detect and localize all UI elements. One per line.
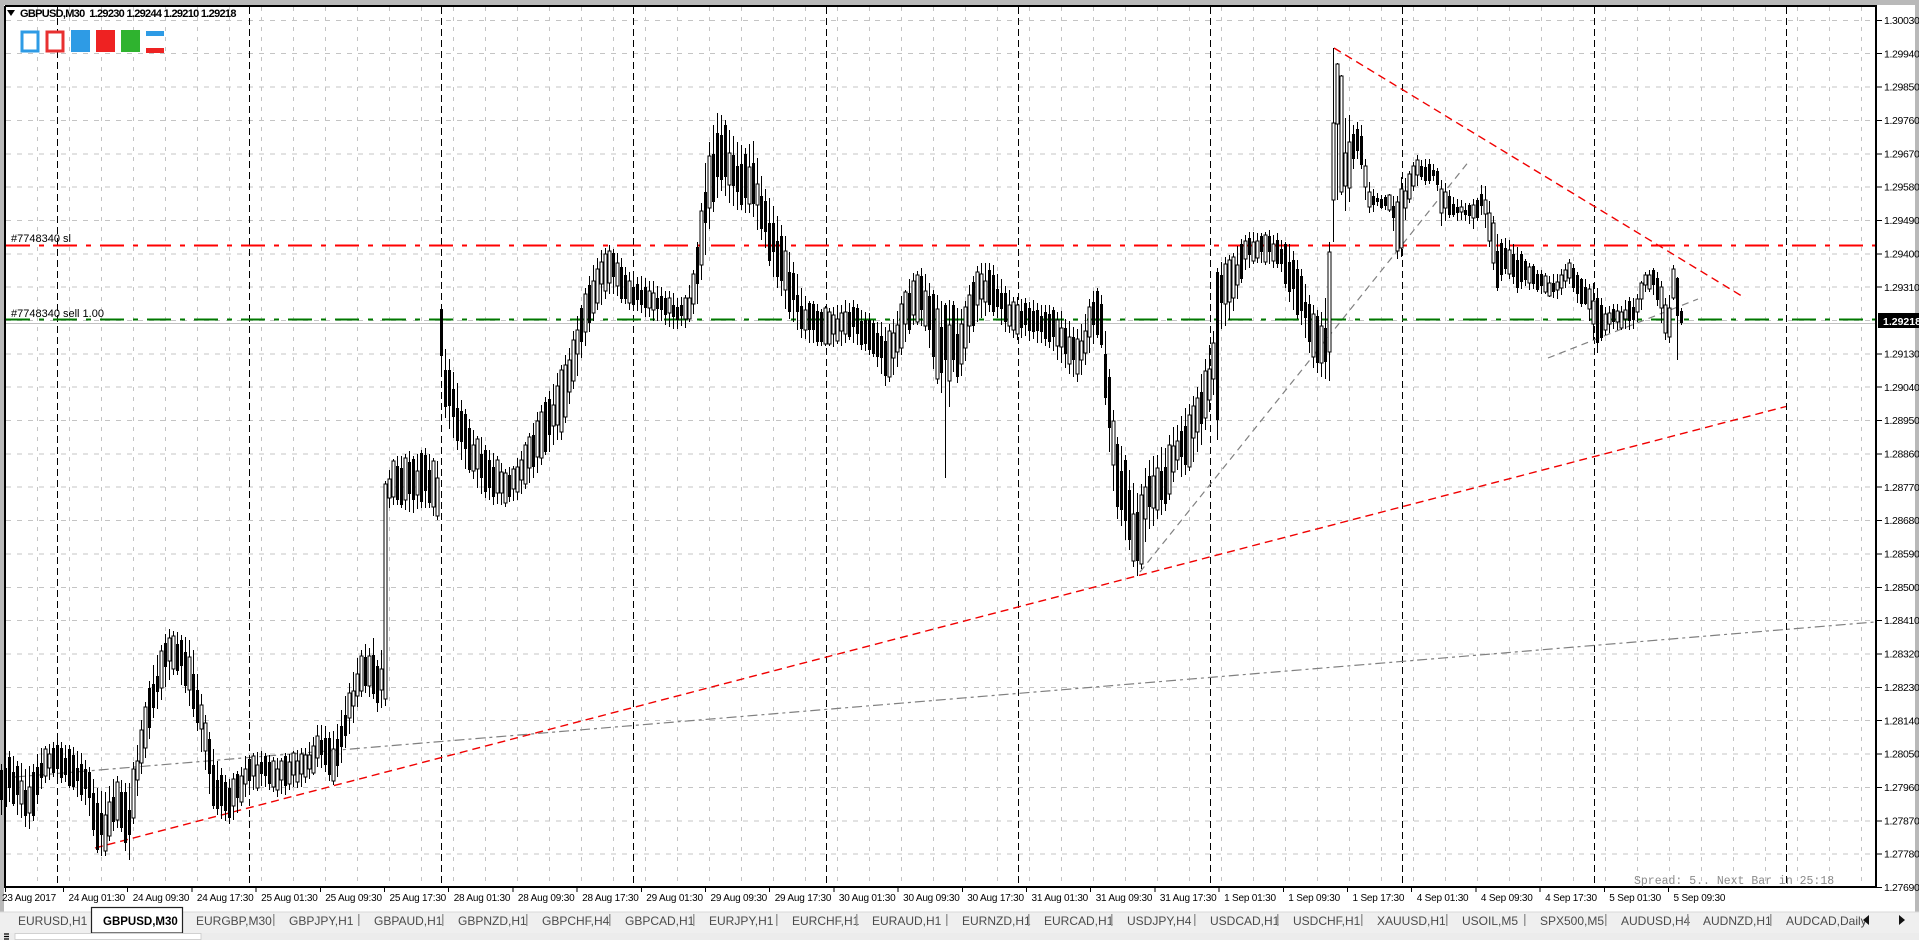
svg-text:GBPCAD,H1: GBPCAD,H1 <box>625 914 695 928</box>
svg-text:GBPNZD,H1: GBPNZD,H1 <box>458 914 527 928</box>
svg-text:EURCHF,H1: EURCHF,H1 <box>792 914 860 928</box>
svg-text:1.29760: 1.29760 <box>1884 115 1919 127</box>
svg-text:XAUUSD,H1: XAUUSD,H1 <box>1377 914 1446 928</box>
svg-text:1.28680: 1.28680 <box>1884 515 1919 527</box>
svg-text:SPX500,M5: SPX500,M5 <box>1540 914 1604 928</box>
svg-text:28 Aug 17:30: 28 Aug 17:30 <box>582 893 639 904</box>
svg-text:1.29490: 1.29490 <box>1884 215 1919 227</box>
svg-text:28 Aug 01:30: 28 Aug 01:30 <box>454 893 511 904</box>
svg-text:1.29218: 1.29218 <box>1883 316 1919 328</box>
svg-text:AUDNZD,H1: AUDNZD,H1 <box>1703 914 1772 928</box>
svg-text:1.29130: 1.29130 <box>1884 349 1919 361</box>
svg-text:1.28410: 1.28410 <box>1884 615 1919 627</box>
svg-text:USDCAD,H1: USDCAD,H1 <box>1210 914 1280 928</box>
svg-text:31 Aug 01:30: 31 Aug 01:30 <box>1032 893 1089 904</box>
svg-text:#7748340 sell 1.00: #7748340 sell 1.00 <box>11 308 104 320</box>
svg-text:5 Sep 09:30: 5 Sep 09:30 <box>1674 893 1726 904</box>
svg-text:EURGBP,M30: EURGBP,M30 <box>196 914 272 928</box>
svg-text:EURCAD,H1: EURCAD,H1 <box>1044 914 1114 928</box>
svg-text:GBPJPY,H1: GBPJPY,H1 <box>289 914 354 928</box>
svg-text:24 Aug 01:30: 24 Aug 01:30 <box>69 893 126 904</box>
svg-text:1.27780: 1.27780 <box>1884 849 1919 861</box>
svg-text:1 Sep 09:30: 1 Sep 09:30 <box>1288 893 1340 904</box>
svg-text:5 Sep 01:30: 5 Sep 01:30 <box>1609 893 1661 904</box>
svg-text:#7748340 sl: #7748340 sl <box>11 233 71 245</box>
svg-text:29 Aug 01:30: 29 Aug 01:30 <box>646 893 703 904</box>
svg-text:USDCHF,H1: USDCHF,H1 <box>1293 914 1361 928</box>
svg-text:1.27960: 1.27960 <box>1884 782 1919 794</box>
svg-text:1 Sep 01:30: 1 Sep 01:30 <box>1224 893 1276 904</box>
svg-text:Spread: 5.. Next Bar in 25:18: Spread: 5.. Next Bar in 25:18 <box>1634 875 1834 888</box>
svg-text:GBPUSD,M30: GBPUSD,M30 <box>103 916 178 928</box>
svg-text:31 Aug 09:30: 31 Aug 09:30 <box>1096 893 1153 904</box>
svg-text:EURJPY,H1: EURJPY,H1 <box>709 914 774 928</box>
svg-text:1.29850: 1.29850 <box>1884 82 1919 94</box>
svg-text:1.29670: 1.29670 <box>1884 148 1919 160</box>
svg-text:1.28320: 1.28320 <box>1884 649 1919 661</box>
svg-text:USDJPY,H4: USDJPY,H4 <box>1127 914 1192 928</box>
svg-text:EURUSD,H1: EURUSD,H1 <box>18 914 88 928</box>
svg-text:24 Aug 17:30: 24 Aug 17:30 <box>197 893 254 904</box>
svg-text:1.28500: 1.28500 <box>1884 582 1919 594</box>
svg-text:1.28230: 1.28230 <box>1884 682 1919 694</box>
svg-text:1.27690: 1.27690 <box>1884 882 1919 894</box>
svg-text:30 Aug 17:30: 30 Aug 17:30 <box>967 893 1024 904</box>
svg-text:1.29040: 1.29040 <box>1884 382 1919 394</box>
svg-text:EURNZD,H1: EURNZD,H1 <box>962 914 1031 928</box>
svg-text:31 Aug 17:30: 31 Aug 17:30 <box>1160 893 1217 904</box>
svg-text:4 Sep 01:30: 4 Sep 01:30 <box>1417 893 1469 904</box>
svg-text:1.28860: 1.28860 <box>1884 449 1919 461</box>
svg-text:1.29940: 1.29940 <box>1884 48 1919 60</box>
svg-text:AUDCAD,Daily: AUDCAD,Daily <box>1786 914 1867 928</box>
svg-text:1.28770: 1.28770 <box>1884 482 1919 494</box>
svg-text:1.29310: 1.29310 <box>1884 282 1919 294</box>
svg-text:1.28140: 1.28140 <box>1884 715 1919 727</box>
svg-text:25 Aug 17:30: 25 Aug 17:30 <box>390 893 447 904</box>
svg-text:1.28950: 1.28950 <box>1884 415 1919 427</box>
svg-text:30 Aug 01:30: 30 Aug 01:30 <box>839 893 896 904</box>
svg-text:29 Aug 09:30: 29 Aug 09:30 <box>711 893 768 904</box>
svg-text:AUDUSD,H4: AUDUSD,H4 <box>1621 914 1691 928</box>
svg-text:29 Aug 17:30: 29 Aug 17:30 <box>775 893 832 904</box>
svg-text:24 Aug 09:30: 24 Aug 09:30 <box>133 893 190 904</box>
svg-text:GBPCHF,H4: GBPCHF,H4 <box>542 914 610 928</box>
svg-text:1.29400: 1.29400 <box>1884 248 1919 260</box>
svg-text:4 Sep 09:30: 4 Sep 09:30 <box>1481 893 1533 904</box>
svg-text:1.28590: 1.28590 <box>1884 549 1919 561</box>
svg-text:1.29580: 1.29580 <box>1884 182 1919 194</box>
svg-text:25 Aug 01:30: 25 Aug 01:30 <box>261 893 318 904</box>
svg-text:USOIL,M5: USOIL,M5 <box>1462 914 1518 928</box>
svg-text:EURAUD,H1: EURAUD,H1 <box>872 914 942 928</box>
svg-text:28 Aug 09:30: 28 Aug 09:30 <box>518 893 575 904</box>
svg-text:30 Aug 09:30: 30 Aug 09:30 <box>903 893 960 904</box>
svg-text:1.28050: 1.28050 <box>1884 749 1919 761</box>
svg-text:GBPUSD,M30 1.29230 1.29244 1.: GBPUSD,M30 1.29230 1.29244 1.29210 1.292… <box>20 8 236 20</box>
svg-text:25 Aug 09:30: 25 Aug 09:30 <box>325 893 382 904</box>
svg-text:1 Sep 17:30: 1 Sep 17:30 <box>1353 893 1405 904</box>
svg-text:1.30030: 1.30030 <box>1884 15 1919 27</box>
svg-text:GBPAUD,H1: GBPAUD,H1 <box>374 914 443 928</box>
svg-text:4 Sep 17:30: 4 Sep 17:30 <box>1545 893 1597 904</box>
svg-text:1.27870: 1.27870 <box>1884 815 1919 827</box>
svg-text:23 Aug 2017: 23 Aug 2017 <box>2 893 57 904</box>
